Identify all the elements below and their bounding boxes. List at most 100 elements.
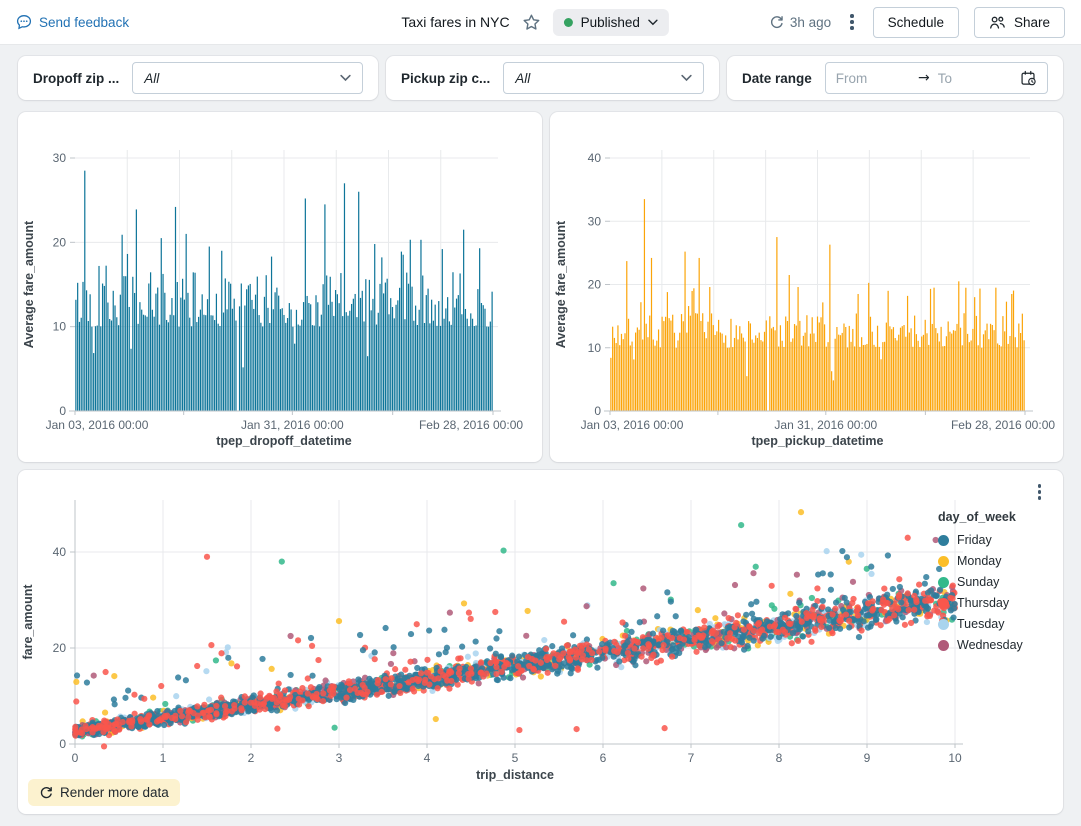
date-range-arrow-icon: →	[918, 70, 930, 86]
svg-text:10: 10	[53, 320, 67, 334]
published-status-dropdown[interactable]: Published	[552, 8, 669, 36]
svg-text:10: 10	[948, 751, 962, 765]
svg-text:3: 3	[336, 751, 343, 765]
share-label: Share	[1013, 14, 1050, 30]
legend-label: Sunday	[957, 575, 1000, 589]
dropoff-zip-label: Dropoff zip ...	[33, 70, 120, 86]
refresh-button[interactable]: 3h ago	[769, 15, 831, 30]
legend-item-wednesday[interactable]: Wednesday	[938, 638, 1023, 652]
svg-text:Jan 31, 2016 00:00: Jan 31, 2016 00:00	[774, 418, 877, 432]
svg-text:0: 0	[594, 404, 601, 418]
legend-item-sunday[interactable]: Sunday	[938, 575, 1023, 589]
legend-item-thursday[interactable]: Thursday	[938, 596, 1023, 610]
pickup-zip-value: All	[515, 70, 531, 86]
svg-text:5: 5	[512, 751, 519, 765]
legend-item-monday[interactable]: Monday	[938, 554, 1023, 568]
dropoff-zip-value: All	[144, 70, 160, 86]
svg-text:20: 20	[588, 278, 602, 292]
legend-label: Monday	[957, 554, 1002, 568]
pickup-zip-select[interactable]: All	[503, 62, 704, 94]
svg-text:40: 40	[588, 151, 602, 165]
svg-text:Jan 03, 2016 00:00: Jan 03, 2016 00:00	[581, 418, 684, 432]
send-feedback-link[interactable]: Send feedback	[16, 14, 129, 30]
pickup-zip-label: Pickup zip c...	[401, 70, 491, 86]
scatter-kebab-menu[interactable]	[1034, 480, 1046, 504]
header-kebab-menu[interactable]	[846, 10, 858, 34]
svg-text:1: 1	[160, 751, 167, 765]
svg-text:20: 20	[53, 641, 67, 655]
favorite-star-icon[interactable]	[522, 13, 541, 32]
date-from-placeholder: From	[835, 70, 868, 86]
refresh-icon	[39, 786, 53, 800]
legend-dot-icon	[938, 639, 949, 651]
svg-text:4: 4	[424, 751, 431, 765]
published-dot-icon	[563, 17, 573, 27]
legend-item-tuesday[interactable]: Tuesday	[938, 617, 1023, 631]
schedule-label: Schedule	[887, 14, 944, 30]
pickup-bar-chart: 0 10 20 30 40 Jan 03, 2016 00:00 Jan 31, 2016 …	[554, 150, 1055, 448]
share-people-icon	[989, 15, 1006, 30]
svg-text:tpep_pickup_datetime: tpep_pickup_datetime	[752, 434, 884, 448]
legend-label: Thursday	[957, 596, 1010, 610]
pickup-chart-card: 0 10 20 30 40 Jan 03, 2016 00:00 Jan 31, 2016 …	[550, 112, 1063, 462]
dropoff-zip-filter: Dropoff zip ... All	[18, 56, 378, 100]
schedule-button[interactable]: Schedule	[872, 6, 959, 38]
send-feedback-label: Send feedback	[39, 14, 130, 30]
dropoff-bar-chart: 0 10 20 30 Jan 03, 2016 00:00 Jan 31, 2016 00…	[22, 150, 523, 448]
svg-text:Jan 03, 2016 00:00: Jan 03, 2016 00:00	[46, 418, 149, 432]
svg-text:20: 20	[53, 235, 67, 249]
last-refresh-label: 3h ago	[789, 14, 832, 30]
scatter-chart: 0 20 40 0 1 2 3 4 5 6 7 8 9 10 trip_distance fare_amoun…	[21, 500, 963, 782]
chevron-down-icon	[648, 19, 658, 26]
date-range-label: Date range	[742, 70, 812, 86]
svg-text:Feb 28, 2016 00:00: Feb 28, 2016 00:00	[419, 418, 523, 432]
published-label: Published	[580, 14, 640, 30]
scatter-chart-card: 0 20 40 0 1 2 3 4 5 6 7 8 9 10 trip_distance fare_amoun…	[18, 470, 1063, 814]
render-more-data-button[interactable]: Render more data	[28, 779, 180, 806]
date-range-filter: Date range From → To	[727, 56, 1063, 100]
svg-text:trip_distance: trip_distance	[476, 768, 554, 782]
svg-text:0: 0	[59, 737, 66, 751]
filters-row: Dropoff zip ... All Pickup zip c... All …	[18, 56, 1063, 100]
dropoff-zip-select[interactable]: All	[132, 62, 363, 94]
svg-text:30: 30	[588, 214, 602, 228]
date-to-placeholder: To	[937, 70, 953, 86]
date-range-input[interactable]: From → To	[824, 62, 1048, 94]
svg-text:tpep_dropoff_datetime: tpep_dropoff_datetime	[216, 434, 351, 448]
legend-dot-icon	[938, 555, 949, 567]
svg-text:9: 9	[864, 751, 871, 765]
share-button[interactable]: Share	[973, 6, 1065, 38]
render-more-label: Render more data	[60, 785, 169, 800]
dropoff-chart-card: 0 10 20 30 Jan 03, 2016 00:00 Jan 31, 2016 00…	[18, 112, 542, 462]
svg-text:8: 8	[776, 751, 783, 765]
calendar-clock-icon[interactable]	[1020, 70, 1037, 87]
svg-text:Jan 31, 2016 00:00: Jan 31, 2016 00:00	[241, 418, 344, 432]
pickup-zip-filter: Pickup zip c... All	[386, 56, 719, 100]
refresh-icon	[769, 15, 784, 30]
legend-dot-icon	[938, 597, 949, 609]
svg-text:40: 40	[53, 545, 67, 559]
bar-charts-row: 0 10 20 30 Jan 03, 2016 00:00 Jan 31, 2016 00…	[18, 112, 1063, 462]
svg-text:10: 10	[588, 341, 602, 355]
legend-label: Tuesday	[957, 617, 1005, 631]
svg-text:0: 0	[59, 404, 66, 418]
svg-text:6: 6	[600, 751, 607, 765]
svg-text:fare_amount: fare_amount	[21, 584, 35, 660]
svg-text:30: 30	[53, 151, 67, 165]
dashboard-title: Taxi fares in NYC	[401, 14, 510, 30]
legend-dot-icon	[938, 534, 949, 546]
svg-text:Average fare_amount: Average fare_amount	[22, 220, 36, 348]
svg-text:Average fare_amount: Average fare_amount	[554, 220, 568, 348]
svg-text:0: 0	[72, 751, 79, 765]
chevron-down-icon	[340, 74, 351, 82]
legend-item-friday[interactable]: Friday	[938, 533, 1023, 547]
feedback-bubble-icon	[16, 14, 32, 30]
top-bar: Send feedback Taxi fares in NYC Publishe…	[0, 0, 1081, 44]
legend-label: Friday	[957, 533, 992, 547]
svg-text:Feb 28, 2016 00:00: Feb 28, 2016 00:00	[951, 418, 1055, 432]
svg-text:7: 7	[688, 751, 695, 765]
chevron-down-icon	[681, 74, 692, 82]
legend-dot-icon	[938, 576, 949, 588]
svg-text:2: 2	[248, 751, 255, 765]
legend-dot-icon	[938, 618, 949, 630]
